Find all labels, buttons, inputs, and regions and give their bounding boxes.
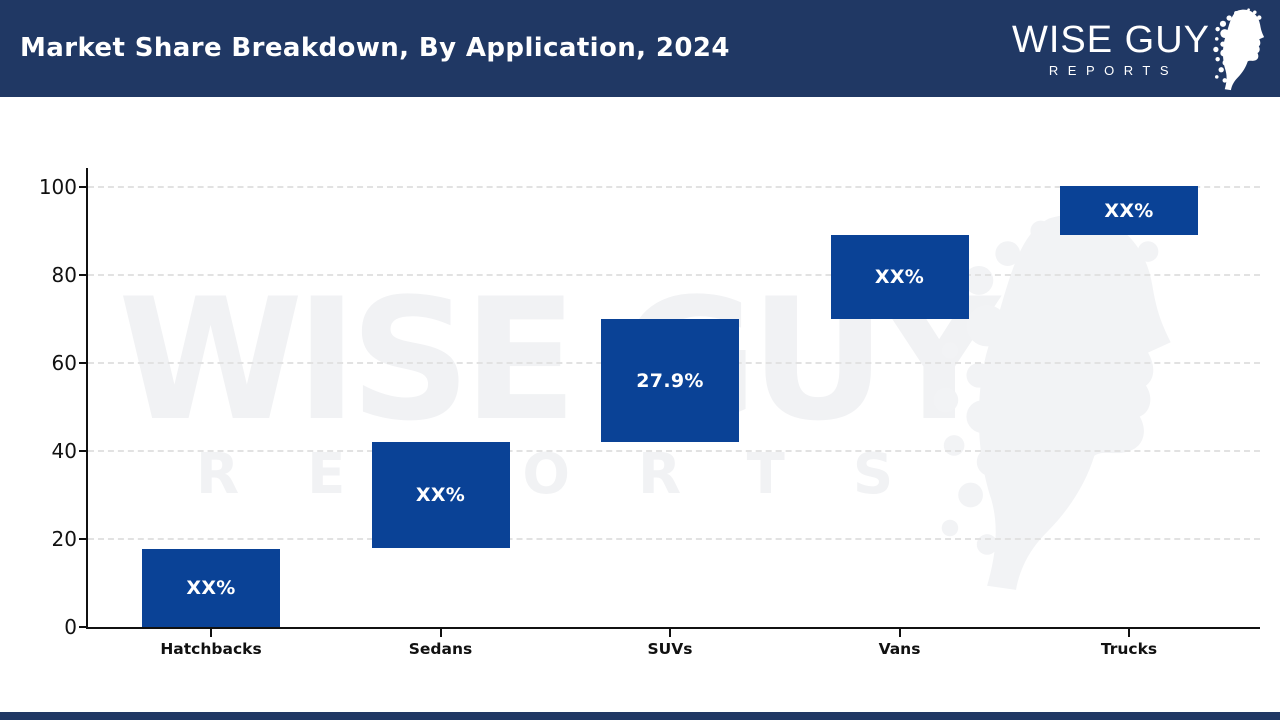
y-axis-label: 100: [38, 175, 77, 199]
brand-name: WISE GUY: [1011, 19, 1210, 61]
y-axis-line: [86, 168, 88, 629]
bar-value-label: XX%: [186, 577, 236, 600]
header-band: Market Share Breakdown, By Application, …: [0, 0, 1280, 97]
y-axis-label: 0: [64, 615, 77, 639]
y-axis-label: 20: [51, 527, 77, 551]
brand-logo: WISE GUY REPORTS: [1012, 4, 1270, 94]
footer-band: [0, 712, 1280, 720]
y-axis-tick: [79, 274, 88, 276]
gridline: [88, 450, 1260, 452]
x-axis-category-label: Sedans: [408, 640, 473, 658]
x-axis-tick: [1128, 629, 1130, 637]
x-axis-tick: [898, 629, 901, 637]
bar-value-label: XX%: [874, 265, 925, 288]
y-axis-tick: [79, 626, 88, 628]
brand-subtitle: REPORTS: [1048, 63, 1179, 78]
x-axis-category-label: Vans: [878, 640, 921, 658]
bar-trucks: XX%: [1060, 186, 1198, 235]
bar-sedans: XX%: [371, 442, 510, 548]
y-axis-tick: [79, 538, 88, 540]
gridline: [88, 274, 1260, 276]
y-axis-tick: [79, 186, 88, 188]
bar-hatchbacks: XX%: [142, 549, 280, 627]
brand-head-icon: [1206, 7, 1270, 91]
bar-value-label: XX%: [415, 483, 466, 506]
y-axis-label: 80: [51, 263, 77, 287]
x-axis-tick: [210, 629, 212, 637]
y-axis-tick: [79, 362, 88, 364]
x-axis-tick: [439, 629, 442, 637]
bar-value-label: 27.9%: [636, 369, 704, 392]
x-axis-category-label: Trucks: [1100, 640, 1158, 658]
x-axis-tick: [669, 629, 671, 637]
gridline: [88, 538, 1260, 540]
y-axis-tick: [79, 450, 88, 452]
bar-vans: XX%: [830, 234, 969, 319]
brand-logo-text: WISE GUY REPORTS: [1012, 20, 1210, 78]
gridline: [88, 186, 1260, 188]
x-axis-category-label: Hatchbacks: [160, 640, 262, 658]
page-title: Market Share Breakdown, By Application, …: [20, 33, 730, 63]
y-axis-label: 60: [51, 351, 77, 375]
x-axis-line: [86, 627, 1260, 629]
y-axis-label: 40: [51, 439, 77, 463]
bar-suvs: 27.9%: [601, 319, 739, 443]
x-axis-category-label: SUVs: [647, 640, 693, 658]
bar-value-label: XX%: [1104, 199, 1154, 222]
